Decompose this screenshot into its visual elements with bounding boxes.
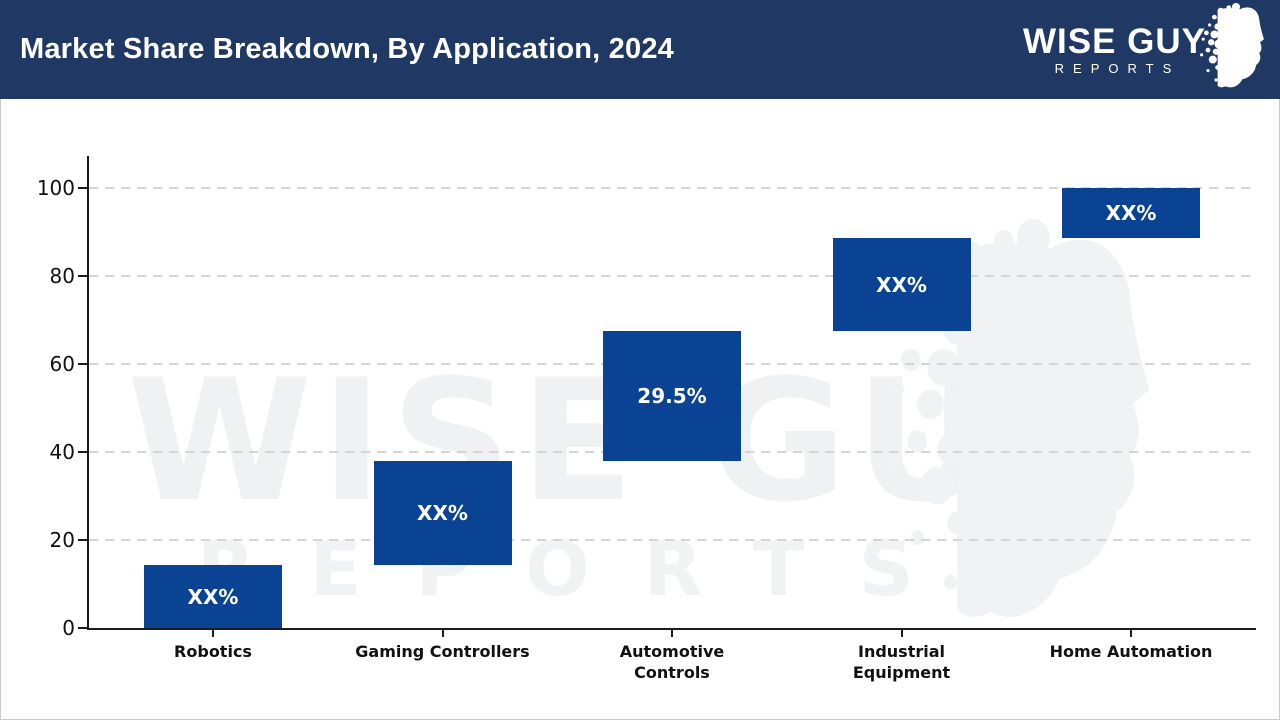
x-tick-industrial-equipment xyxy=(900,630,903,637)
y-tick-0 xyxy=(78,627,87,629)
y-tick-label-60: 60 xyxy=(49,352,75,376)
y-tick-label-0: 0 xyxy=(62,616,75,640)
category-label-line: Equipment xyxy=(852,662,951,682)
chart-area: WISE GUY REPORTS 0 20 40 60 80 100 XX% Robotics… xyxy=(0,99,1280,720)
waterfall-chart: 0 20 40 60 80 100 XX% Robotics XX% Gaming Control… xyxy=(1,99,1279,719)
watermark-subtext: REPORTS xyxy=(197,524,968,613)
gridline-80 xyxy=(89,275,1256,277)
bar-automotive-controls: 29.5% xyxy=(603,331,741,461)
page-title: Market Share Breakdown, By Application, … xyxy=(20,33,674,65)
bar-gaming-controllers: XX% xyxy=(373,460,512,566)
bar-industrial-equipment: XX% xyxy=(832,238,971,331)
bar-label-automotive-controls: 29.5% xyxy=(637,383,707,408)
logo-wordmark: WISE GUY xyxy=(1022,22,1206,61)
bar-label-industrial-equipment: XX% xyxy=(876,272,927,297)
y-tick-label-20: 20 xyxy=(49,528,75,552)
gridline-100 xyxy=(89,187,1256,189)
category-label-robotics: Robotics xyxy=(103,642,323,663)
y-tick-40 xyxy=(78,451,87,453)
bar-label-gaming-controllers: XX% xyxy=(417,500,468,525)
category-label-gaming-controllers: Gaming Controllers xyxy=(333,642,553,663)
x-tick-home-automation xyxy=(1130,630,1132,637)
category-label-automotive-controls: Automotive Controls xyxy=(562,642,782,684)
bar-home-automation: XX% xyxy=(1062,188,1200,239)
bar-robotics: XX% xyxy=(144,565,282,628)
logo-text: WISE GUY REPORTS xyxy=(1023,24,1206,75)
y-tick-20 xyxy=(78,539,87,541)
category-label-line: Controls xyxy=(634,662,710,682)
category-label-line: Gaming Controllers xyxy=(355,642,530,661)
x-tick-gaming-controllers xyxy=(441,630,444,637)
category-label-line: Industrial xyxy=(857,642,945,661)
category-label-line: Home Automation xyxy=(1049,642,1213,661)
y-tick-label-100: 100 xyxy=(36,176,75,200)
y-tick-80 xyxy=(78,275,87,277)
gridline-20 xyxy=(89,539,1256,541)
watermark-face-icon xyxy=(851,219,1166,639)
x-tick-robotics xyxy=(212,630,214,637)
x-axis xyxy=(87,628,1256,630)
y-tick-label-40: 40 xyxy=(49,440,75,464)
face-profile-icon xyxy=(1192,3,1268,96)
header: Market Share Breakdown, By Application, … xyxy=(0,0,1280,99)
y-tick-100 xyxy=(78,187,87,189)
bar-label-robotics: XX% xyxy=(187,584,239,609)
category-label-line: Automotive xyxy=(619,642,725,661)
category-label-home-automation: Home Automation xyxy=(1021,642,1241,663)
y-axis xyxy=(87,156,89,630)
wise-guy-logo: WISE GUY REPORTS xyxy=(1023,3,1268,96)
logo-subtext: REPORTS xyxy=(1054,61,1181,76)
category-label-line: Robotics xyxy=(174,642,252,661)
y-tick-60 xyxy=(78,363,87,365)
bar-label-home-automation: XX% xyxy=(1105,201,1157,226)
y-tick-label-80: 80 xyxy=(49,264,75,288)
x-tick-automotive-controls xyxy=(671,630,673,637)
category-label-industrial-equipment: Industrial Equipment xyxy=(792,642,1012,684)
